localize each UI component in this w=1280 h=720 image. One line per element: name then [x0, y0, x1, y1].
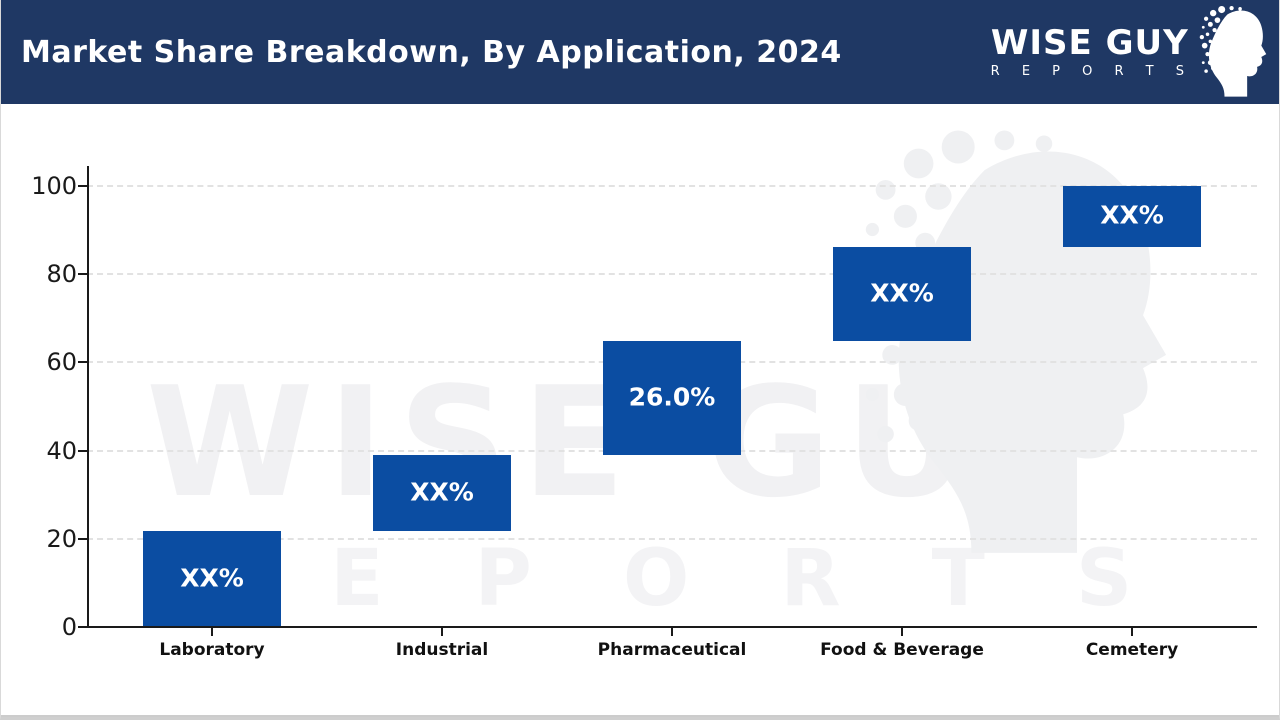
y-axis-tick-label: 20	[46, 524, 77, 553]
bar-cemetery: XX%	[1063, 186, 1201, 247]
x-axis-tick	[1131, 628, 1133, 636]
y-axis-tick-label: 80	[46, 260, 77, 289]
bar-industrial: XX%	[373, 455, 511, 531]
x-axis-tick	[671, 628, 673, 636]
x-axis-label: Laboratory	[159, 640, 265, 660]
y-axis-tick	[78, 449, 87, 452]
gridline	[87, 273, 1257, 276]
x-axis-line	[87, 626, 1257, 628]
footer-line	[1, 715, 1279, 717]
x-axis-label: Food & Beverage	[820, 640, 984, 660]
y-axis-tick	[78, 185, 87, 187]
y-axis-tick-label: 40	[46, 436, 77, 465]
y-axis-tick-label: 100	[31, 172, 77, 200]
x-axis-tick	[441, 628, 443, 636]
bar-pharmaceutical: 26.0%	[603, 340, 741, 456]
bar-value-label: XX%	[410, 477, 474, 507]
gridline	[87, 185, 1257, 187]
x-axis-tick	[901, 628, 903, 636]
y-axis-line	[87, 166, 89, 628]
y-axis-tick-label: 0	[61, 613, 77, 641]
x-axis-label: Cemetery	[1085, 640, 1179, 660]
header-bar: Market Share Breakdown, By Application, …	[1, 0, 1279, 104]
bar-laboratory: XX%	[143, 530, 281, 627]
logo-text: WISE GUY R E P O R T S	[987, 22, 1193, 80]
bar-value-label: XX%	[870, 278, 934, 308]
bar-value-label: XX%	[180, 563, 244, 593]
wise-guy-reports-logo: WISE GUY R E P O R T S	[987, 6, 1269, 98]
x-axis-label: Pharmaceutical	[597, 640, 747, 660]
y-axis-tick	[78, 361, 87, 364]
logo-head-icon	[1199, 6, 1267, 97]
logo-subtitle: R E P O R T S	[990, 64, 1193, 80]
gridline	[87, 537, 1257, 540]
bar-value-label: 26.0%	[628, 382, 716, 412]
bar-food-beverage: XX%	[833, 246, 971, 341]
x-axis-label: Industrial	[395, 640, 489, 660]
x-axis-tick	[211, 628, 213, 636]
y-axis-tick	[78, 273, 87, 276]
y-axis-tick	[78, 626, 87, 628]
y-axis-tick-label: 60	[46, 348, 77, 377]
chart-title: Market Share Breakdown, By Application, …	[21, 34, 842, 70]
logo-wordmark: WISE GUY	[990, 22, 1189, 63]
y-axis-tick	[78, 537, 87, 540]
bar-value-label: XX%	[1100, 200, 1164, 230]
